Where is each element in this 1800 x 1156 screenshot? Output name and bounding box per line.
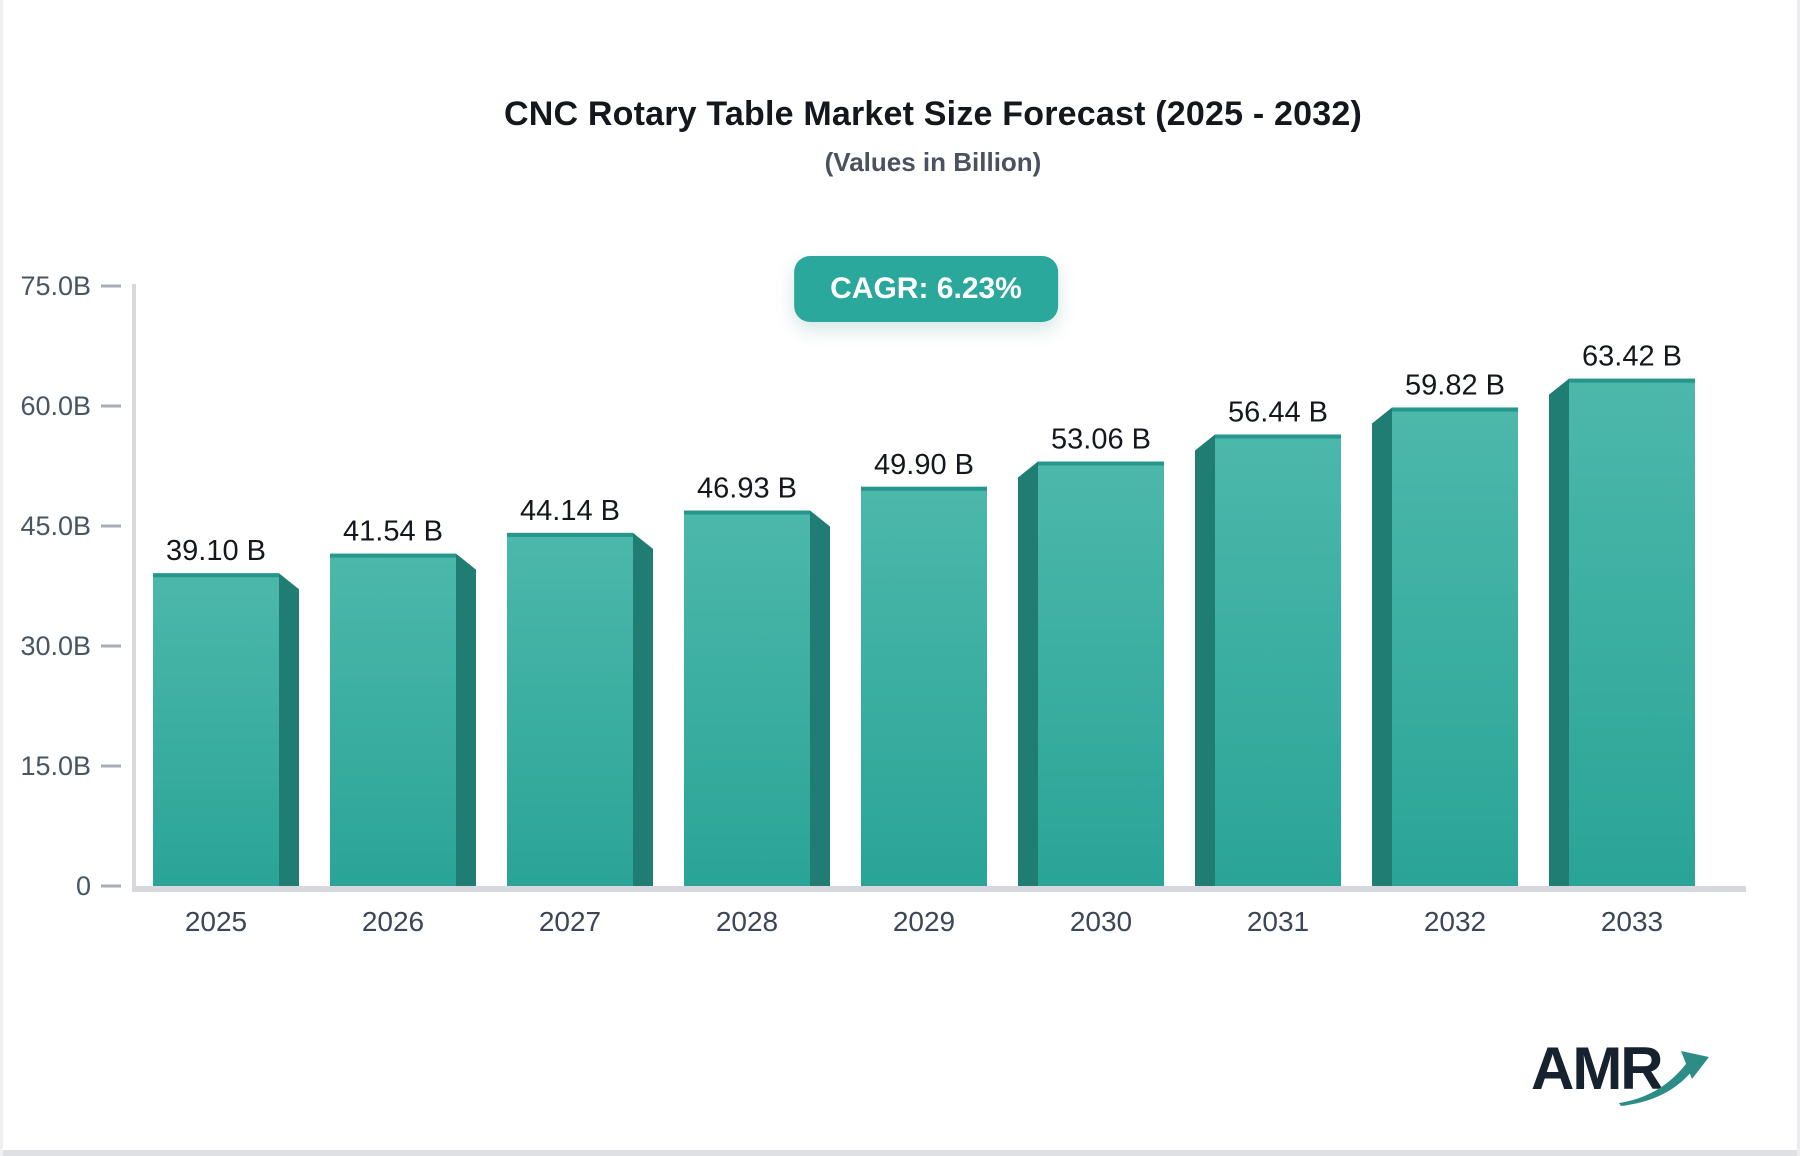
bar-side-2026	[456, 553, 476, 886]
cagr-badge: CAGR: 6.23%	[794, 256, 1058, 322]
bar-value-label-2033: 63.42 B	[1582, 341, 1682, 373]
x-tick-label-2027: 2027	[539, 906, 601, 937]
bar-value-label-2030: 53.06 B	[1051, 424, 1151, 456]
bar-2032	[1392, 407, 1518, 886]
x-tick-label-2032: 2032	[1424, 906, 1486, 937]
bar-value-label-2025: 39.10 B	[166, 535, 266, 567]
bar-side-2031	[1195, 434, 1215, 886]
x-tick-label-2033: 2033	[1601, 906, 1663, 937]
bar-2033	[1569, 378, 1695, 886]
bar-side-2025	[279, 573, 299, 886]
bar-2029	[861, 486, 987, 886]
x-tick-label-2026: 2026	[362, 906, 424, 937]
amr-logo-arrow-head-icon	[1681, 1051, 1709, 1079]
bar-value-label-2026: 41.54 B	[343, 516, 443, 548]
bar-side-2027	[633, 532, 653, 886]
x-tick-label-2031: 2031	[1247, 906, 1309, 937]
bar-side-2032	[1372, 407, 1392, 886]
x-tick-label-2028: 2028	[716, 906, 778, 937]
bar-value-label-2029: 49.90 B	[874, 449, 974, 481]
y-tick-label-30.0B: 30.0B	[20, 631, 91, 661]
y-tick-label-0: 0	[76, 871, 91, 901]
amr-logo: AMR	[1531, 1035, 1709, 1106]
chart-title: CNC Rotary Table Market Size Forecast (2…	[503, 95, 1362, 133]
bar-2031	[1215, 434, 1341, 886]
x-tick-label-2029: 2029	[893, 906, 955, 937]
chart-subtitle: (Values in Billion)	[824, 147, 1042, 177]
bar-2026	[330, 553, 456, 886]
x-tick-label-2030: 2030	[1070, 906, 1132, 937]
bar-2030	[1038, 461, 1164, 886]
bar-value-label-2032: 59.82 B	[1405, 369, 1505, 401]
bar-value-label-2031: 56.44 B	[1228, 396, 1328, 428]
x-tick-label-2025: 2025	[185, 906, 247, 937]
bar-side-2028	[810, 510, 830, 886]
bar-value-label-2027: 44.14 B	[520, 495, 620, 527]
y-tick-label-60.0B: 60.0B	[20, 391, 91, 421]
y-tick-label-75.0B: 75.0B	[20, 271, 91, 301]
y-tick-label-45.0B: 45.0B	[20, 511, 91, 541]
bar-2025	[153, 573, 279, 886]
bar-2028	[684, 510, 810, 886]
y-tick-label-15.0B: 15.0B	[20, 751, 91, 781]
amr-logo-text: AMR	[1531, 1035, 1663, 1102]
bar-2027	[507, 532, 633, 886]
bar-side-2033	[1549, 378, 1569, 886]
bar-chart: 0 15.0B 30.0B 45.0B 60.0B 75.0B 39.10 B 2025 41.…	[20, 271, 1746, 937]
bar-side-2030	[1018, 461, 1038, 886]
bar-value-label-2028: 46.93 B	[697, 473, 797, 505]
